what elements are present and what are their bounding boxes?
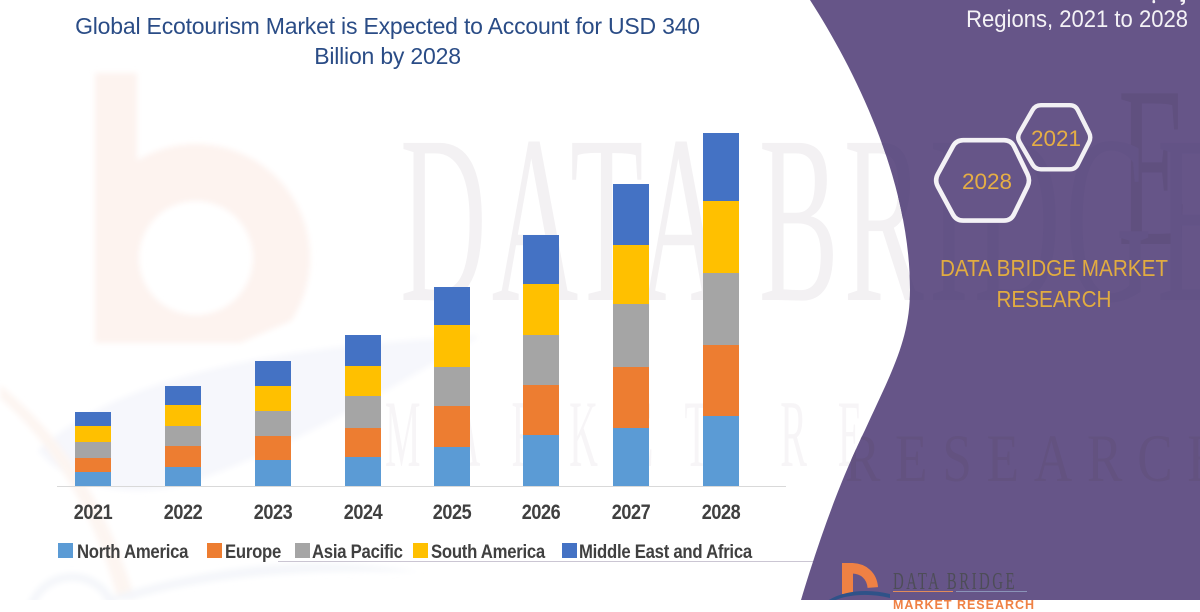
svg-text:RESEARCH: RESEARCH bbox=[845, 422, 1200, 497]
svg-text:E: E bbox=[1118, 40, 1188, 294]
